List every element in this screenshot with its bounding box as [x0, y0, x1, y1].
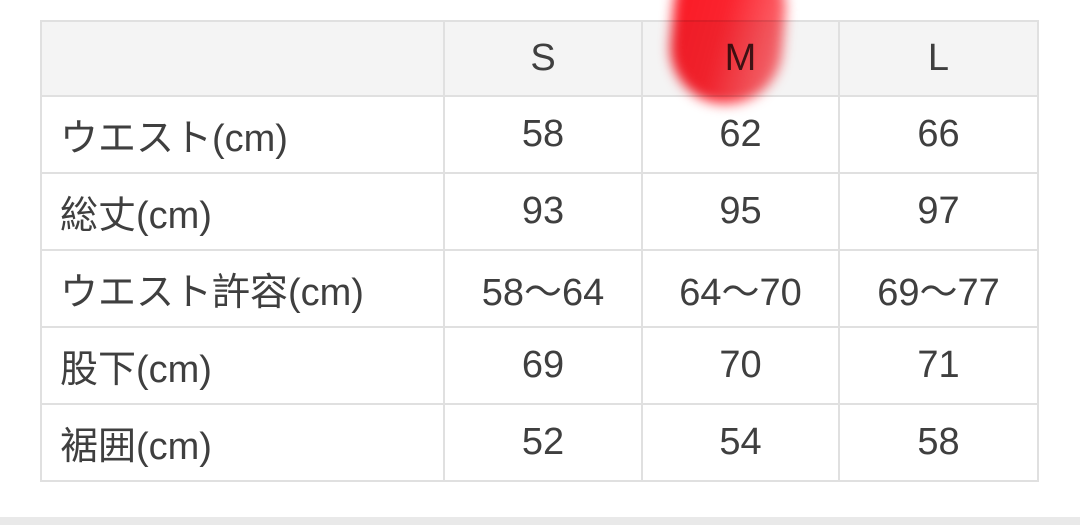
- header-cell-blank: [40, 20, 445, 97]
- table-row-waist: ウエスト(cm) 58 62 66: [40, 95, 1039, 174]
- cell-total-length-m: 95: [641, 172, 840, 251]
- table-row-waist-allowance: ウエスト許容(cm) 58〜64 64〜70 69〜77: [40, 249, 1039, 328]
- cell-total-length-l: 97: [838, 172, 1039, 251]
- table-row-total-length: 総丈(cm) 93 95 97: [40, 172, 1039, 251]
- cell-inseam-l: 71: [838, 326, 1039, 405]
- header-cell-size-l: L: [838, 20, 1039, 97]
- row-label-hem: 裾囲(cm): [40, 403, 445, 482]
- cell-hem-l: 58: [838, 403, 1039, 482]
- header-cell-size-m: M: [641, 20, 840, 97]
- cell-hem-s: 52: [443, 403, 643, 482]
- cell-total-length-s: 93: [443, 172, 643, 251]
- row-label-inseam: 股下(cm): [40, 326, 445, 405]
- header-cell-size-s: S: [443, 20, 643, 97]
- cell-waist-m: 62: [641, 95, 840, 174]
- cell-inseam-m: 70: [641, 326, 840, 405]
- row-label-waist-allowance: ウエスト許容(cm): [40, 249, 445, 328]
- size-chart-header: S M L: [40, 20, 1039, 97]
- cell-inseam-s: 69: [443, 326, 643, 405]
- row-label-total-length: 総丈(cm): [40, 172, 445, 251]
- bottom-divider: [0, 517, 1080, 525]
- cell-waist-s: 58: [443, 95, 643, 174]
- row-label-waist: ウエスト(cm): [40, 95, 445, 174]
- table-row-inseam: 股下(cm) 69 70 71: [40, 326, 1039, 405]
- size-chart-table: S M L ウエスト(cm) 58 62 66 総丈(cm) 93 95 97 …: [40, 20, 1039, 482]
- cell-waist-allowance-s: 58〜64: [443, 249, 643, 328]
- table-row-hem: 裾囲(cm) 52 54 58: [40, 403, 1039, 482]
- cell-waist-l: 66: [838, 95, 1039, 174]
- size-chart-body: ウエスト(cm) 58 62 66 総丈(cm) 93 95 97 ウエスト許容…: [40, 95, 1039, 482]
- header-row: S M L: [40, 20, 1039, 97]
- cell-waist-allowance-m: 64〜70: [641, 249, 840, 328]
- cell-hem-m: 54: [641, 403, 840, 482]
- cell-waist-allowance-l: 69〜77: [838, 249, 1039, 328]
